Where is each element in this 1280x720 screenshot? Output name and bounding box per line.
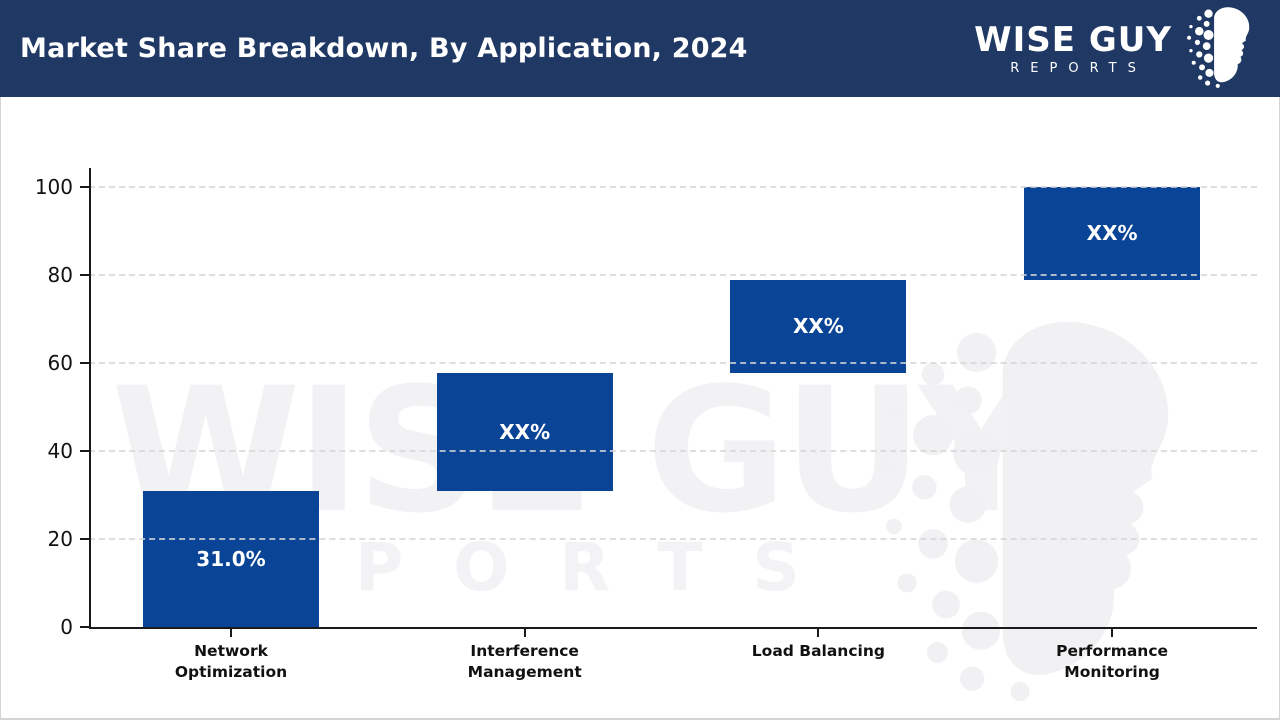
y-tick-label-100: 100	[34, 175, 73, 199]
bar-label-performance-monitoring: XX%	[1086, 221, 1138, 246]
gridline-20	[89, 538, 1257, 540]
bar-label-network-optimization: 31.0%	[196, 546, 266, 571]
bar-label-interference-management: XX%	[499, 419, 551, 444]
bar-performance-monitoring	[1024, 187, 1201, 280]
logo-subtitle: REPORTS	[1010, 60, 1147, 76]
y-tick-40	[80, 450, 89, 452]
x-category-label-interference-management: Interference Management	[467, 642, 582, 681]
y-tick-80	[80, 274, 89, 276]
bar-network-optimization	[143, 490, 319, 627]
y-tick-label-20: 20	[47, 527, 73, 551]
wise-guy-reports-logo: WISE GUY REPORTS	[974, 4, 1252, 94]
y-tick-label-60: 60	[47, 351, 73, 375]
x-tick-load-balancing	[817, 629, 820, 637]
gridline-60	[89, 362, 1257, 364]
x-axis-line	[89, 627, 1257, 629]
y-tick-60	[80, 362, 89, 364]
x-category-label-performance-monitoring: Performance Monitoring	[1056, 642, 1169, 681]
y-tick-label-0: 0	[60, 615, 73, 639]
gridline-40	[89, 450, 1257, 452]
watermark-head-icon	[827, 309, 1187, 713]
logo-head-icon	[1178, 4, 1252, 94]
bar-label-load-balancing: XX%	[792, 314, 844, 339]
x-tick-performance-monitoring	[1111, 629, 1114, 637]
gridline-80	[89, 274, 1257, 276]
y-axis-line	[89, 168, 91, 629]
y-tick-0	[80, 626, 89, 628]
y-tick-100	[80, 186, 89, 188]
logo-text: WISE GUY REPORTS	[974, 23, 1172, 75]
x-category-label-network-optimization: Network Optimization	[174, 642, 288, 681]
y-tick-label-80: 80	[47, 263, 73, 287]
logo-wordmark: WISE GUY	[974, 19, 1172, 60]
y-tick-20	[80, 538, 89, 540]
bar-load-balancing	[730, 279, 907, 374]
x-tick-interference-management	[523, 629, 526, 637]
header-bar: Market Share Breakdown, By Application, …	[0, 0, 1280, 97]
bar-interference-management	[436, 373, 613, 491]
y-tick-label-40: 40	[47, 439, 73, 463]
chart-area: WISE GUY REPORTS 0 20 40 60 80 100 31.0% N	[0, 97, 1280, 720]
x-tick-network-optimization	[230, 629, 232, 637]
gridline-100	[89, 186, 1257, 188]
x-category-label-load-balancing: Load Balancing	[751, 642, 885, 660]
page-title: Market Share Breakdown, By Application, …	[20, 33, 748, 64]
